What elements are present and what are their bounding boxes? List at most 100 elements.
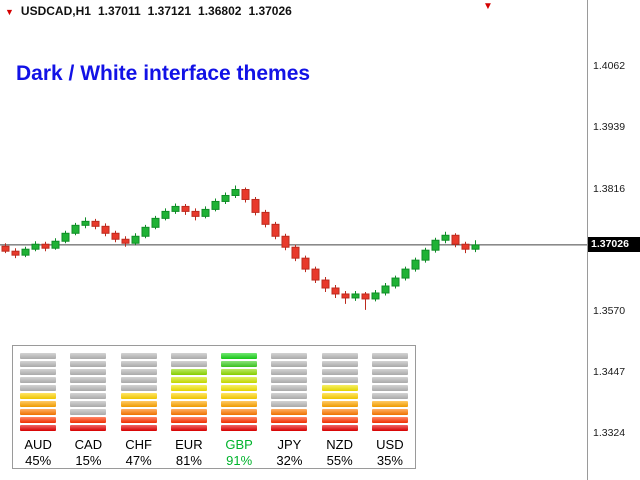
price-axis-label: 1.3816 — [593, 182, 626, 195]
strength-segment — [371, 377, 408, 383]
candle — [121, 236, 130, 247]
strength-segment — [221, 361, 258, 367]
chart-shift-marker-icon: ▼ — [483, 1, 493, 12]
strength-column-aud: AUD 45% — [15, 353, 61, 468]
strength-segment — [371, 393, 408, 399]
candle — [271, 221, 280, 240]
strength-segment — [170, 353, 207, 359]
strength-segment — [271, 353, 308, 359]
candle — [221, 192, 230, 204]
strength-segment — [271, 393, 308, 399]
strength-segment — [70, 425, 107, 431]
strength-column-gbp: GBP 91% — [216, 353, 262, 468]
candle — [251, 196, 260, 216]
candle — [241, 187, 250, 203]
strength-segment — [120, 401, 157, 407]
strength-segment — [170, 361, 207, 367]
candlestick-chart[interactable] — [0, 0, 588, 480]
currency-strength-percent: 35% — [376, 453, 403, 468]
candle — [421, 247, 430, 263]
candle — [301, 255, 310, 273]
strength-segment — [321, 353, 358, 359]
strength-segment — [271, 377, 308, 383]
quote-low: 1.36802 — [198, 4, 242, 18]
strength-segment — [120, 409, 157, 415]
strength-segment — [221, 425, 258, 431]
strength-segment — [371, 401, 408, 407]
strength-column-nzd: NZD 55% — [317, 353, 363, 468]
currency-code-label: CHF — [125, 437, 152, 452]
strength-segment — [170, 369, 207, 375]
price-axis-label: 1.3570 — [593, 304, 626, 317]
strength-segment — [120, 361, 157, 367]
price-axis[interactable]: 1.37026 1.4062 1.3939 1.3816 1.3570 1.3447 1.… — [587, 0, 640, 480]
strength-segment — [120, 385, 157, 391]
strength-segment — [120, 417, 157, 423]
strength-bar — [321, 353, 358, 433]
currency-strength-percent: 91% — [226, 453, 253, 468]
candle — [441, 231, 450, 244]
strength-bar — [170, 353, 207, 433]
strength-segment — [70, 401, 107, 407]
price-axis-label: 1.3324 — [593, 427, 626, 440]
currency-strength-meter: AUD 45% CAD 15% CHF 47% EUR 81% GBP 91% JPY 32% NZD 5… — [12, 345, 416, 469]
candle — [321, 277, 330, 292]
strength-segment — [170, 377, 207, 383]
candle — [21, 246, 30, 258]
strength-segment — [70, 377, 107, 383]
candle — [171, 203, 180, 214]
strength-segment — [20, 417, 57, 423]
strength-segment — [371, 425, 408, 431]
strength-segment — [70, 369, 107, 375]
candle — [131, 233, 140, 246]
candle — [311, 266, 320, 284]
strength-segment — [20, 401, 57, 407]
candle — [281, 233, 290, 251]
strength-segment — [70, 385, 107, 391]
currency-code-label: JPY — [277, 437, 302, 452]
symbol-label: USDCAD,H1 — [20, 4, 91, 18]
strength-segment — [371, 385, 408, 391]
strength-segment — [20, 377, 57, 383]
strength-segment — [221, 369, 258, 375]
strength-segment — [170, 409, 207, 415]
candle — [391, 275, 400, 289]
strength-segment — [120, 369, 157, 375]
candle — [451, 233, 460, 248]
candle — [411, 257, 420, 272]
strength-segment — [20, 409, 57, 415]
strength-segment — [371, 417, 408, 423]
strength-segment — [70, 409, 107, 415]
candle — [361, 291, 370, 310]
strength-segment — [321, 361, 358, 367]
strength-segment — [271, 385, 308, 391]
price-axis-label: 1.4062 — [593, 60, 626, 73]
strength-segment — [170, 401, 207, 407]
candle — [61, 230, 70, 244]
strength-segment — [20, 425, 57, 431]
currency-strength-percent: 32% — [276, 453, 303, 468]
strength-column-usd: USD 35% — [367, 353, 413, 468]
candle — [41, 241, 50, 252]
strength-segment — [120, 377, 157, 383]
price-axis-label: 1.3939 — [593, 121, 626, 134]
candle — [81, 217, 90, 229]
candle — [381, 283, 390, 296]
currency-strength-percent: 55% — [326, 453, 353, 468]
candle — [161, 208, 170, 221]
candle — [331, 285, 340, 298]
symbol-header: ▼ USDCAD,H1 1.37011 1.37121 1.36802 1.37… — [5, 3, 292, 19]
candle — [71, 222, 80, 236]
strength-segment — [321, 401, 358, 407]
strength-column-cad: CAD 15% — [65, 353, 111, 468]
strength-segment — [321, 417, 358, 423]
strength-segment — [321, 425, 358, 431]
candle — [371, 289, 380, 302]
strength-segment — [221, 353, 258, 359]
strength-segment — [371, 361, 408, 367]
strength-segment — [271, 369, 308, 375]
strength-segment — [371, 369, 408, 375]
candle — [181, 203, 190, 215]
candle — [51, 238, 60, 250]
candle — [1, 243, 10, 254]
